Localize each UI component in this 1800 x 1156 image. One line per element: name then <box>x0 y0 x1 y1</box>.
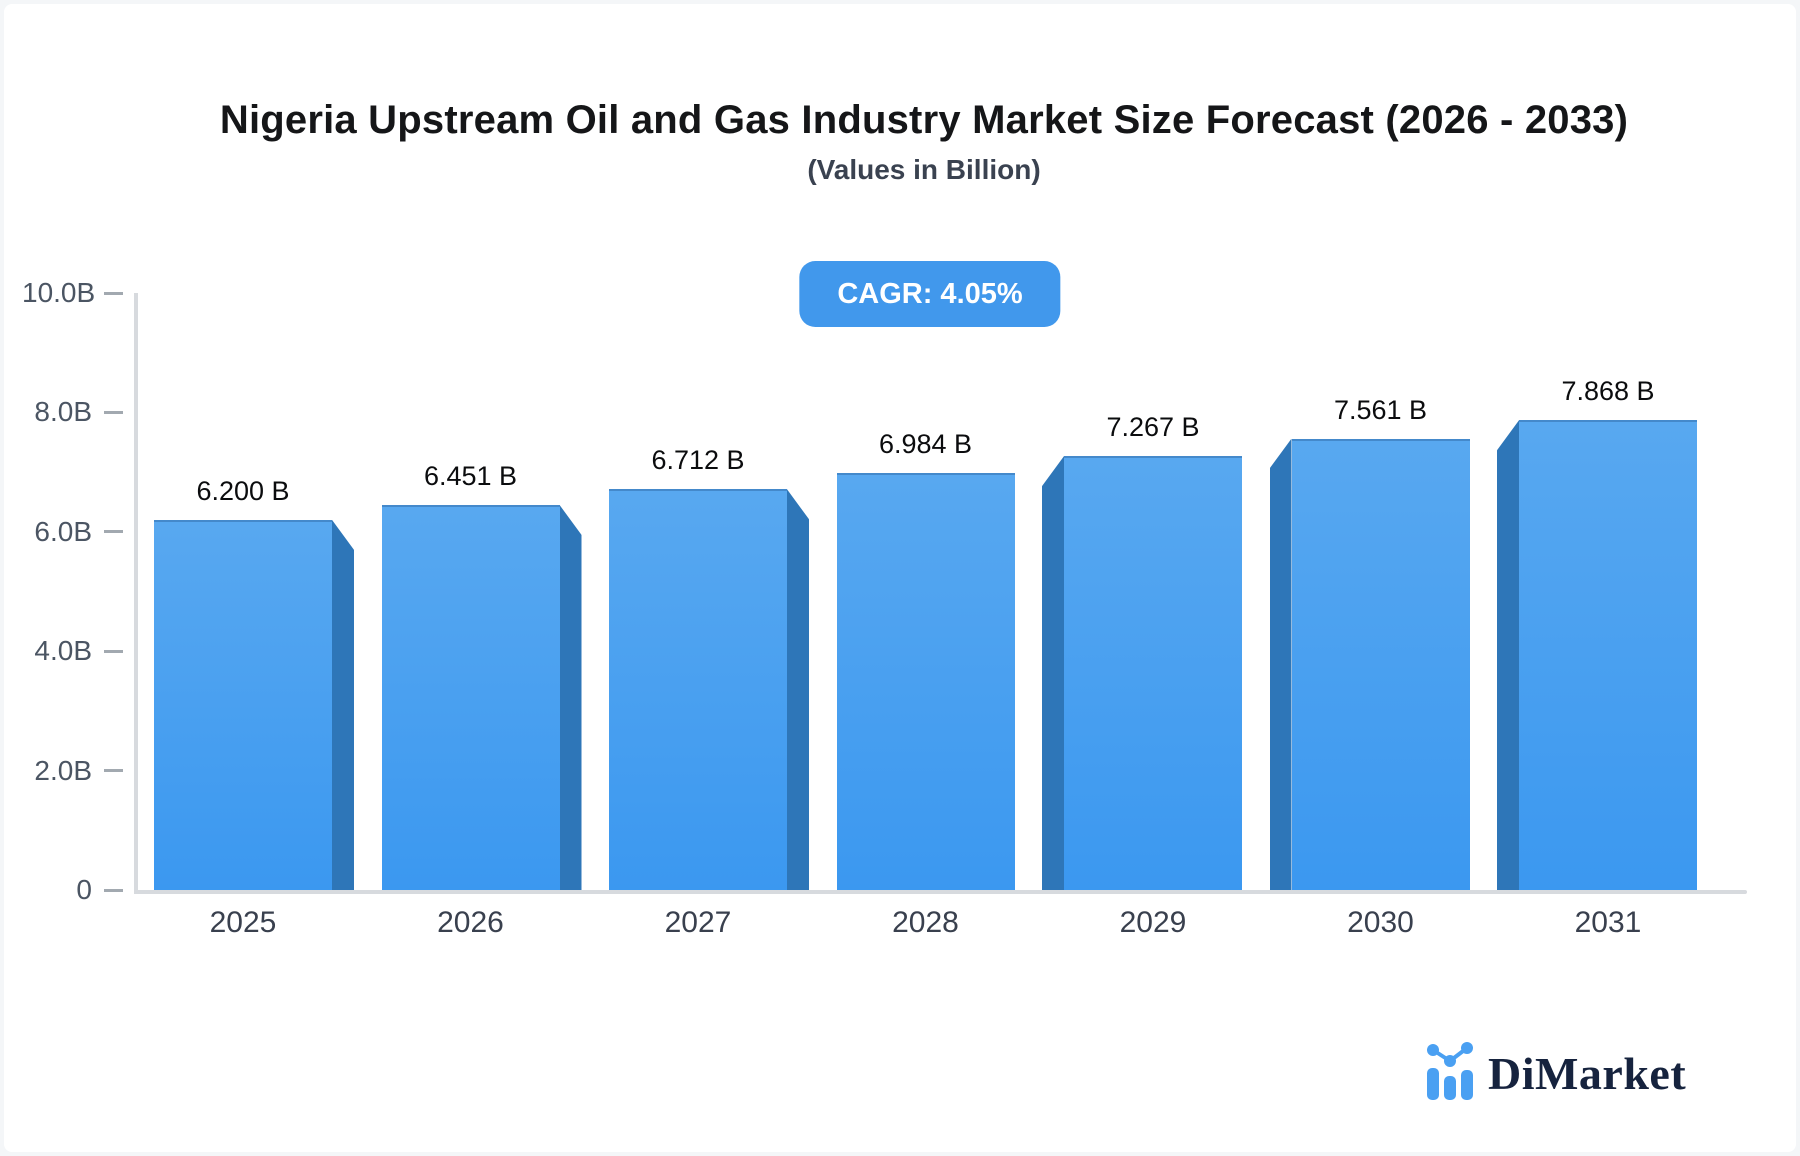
y-axis-tick-label: 0 <box>76 874 92 905</box>
x-axis-line <box>134 890 1747 894</box>
bar-value-label: 7.561 B <box>1333 394 1428 425</box>
y-axis-tick <box>104 530 123 534</box>
x-axis-category-label: 2031 <box>1574 906 1642 939</box>
brand-logo: DiMarket <box>1424 1042 1686 1105</box>
bar-3d-side <box>559 504 582 890</box>
bar-chart: 0 2.0B 4.0B 6.0B 8.0B 10.0B 6.200 B 2025 6.451 B… <box>4 4 1796 1152</box>
y-axis-tick-label: 4.0B <box>34 635 92 667</box>
y-axis-tick <box>104 291 123 295</box>
x-axis-category-label: 2029 <box>1119 906 1187 939</box>
brand-logo-text: DiMarket <box>1488 1048 1687 1099</box>
bar-2030 <box>1291 438 1470 890</box>
mini-bar-chart-icon <box>1424 1042 1476 1105</box>
y-axis-tick <box>104 649 123 653</box>
bar-3d-side <box>332 519 354 890</box>
bar-2026 <box>381 504 560 890</box>
y-axis-tick <box>104 410 123 414</box>
chart-subtitle: (Values in Billion) <box>807 154 1041 185</box>
x-axis-category-label: 2030 <box>1347 906 1414 939</box>
bar-2027 <box>609 489 787 890</box>
x-axis-category-label: 2028 <box>892 906 959 939</box>
chart-title: Nigeria Upstream Oil and Gas Industry Ma… <box>219 98 1629 142</box>
bar-value-label: 6.712 B <box>651 445 745 476</box>
y-axis-tick <box>104 769 123 773</box>
y-axis-tick <box>104 888 123 892</box>
y-axis-tick-label: 10.0B <box>22 277 96 308</box>
bar-value-label: 6.984 B <box>878 429 973 460</box>
bar-value-label: 7.868 B <box>1561 376 1655 407</box>
y-axis-tick-label: 2.0B <box>34 754 92 786</box>
bar-3d-side <box>1042 456 1064 890</box>
bar-3d-side <box>787 489 809 890</box>
y-axis-line <box>134 293 138 894</box>
bar-2031 <box>1519 420 1697 890</box>
y-axis-tick-label: 8.0B <box>34 396 92 428</box>
bar-2025 <box>154 519 332 890</box>
x-axis-category-label: 2027 <box>664 906 732 939</box>
bar-value-label: 6.451 B <box>423 460 518 491</box>
bar-2029 <box>1064 456 1242 890</box>
bar-3d-side <box>1497 420 1519 890</box>
cagr-badge: CAGR: 4.05% <box>799 261 1061 327</box>
bar-2028 <box>836 473 1015 890</box>
bar-3d-side <box>1269 438 1292 890</box>
x-axis-category-label: 2025 <box>209 906 277 939</box>
bar-value-label: 7.267 B <box>1106 412 1200 443</box>
chart-card: Nigeria Upstream Oil and Gas Industry Ma… <box>4 4 1796 1152</box>
bar-value-label: 6.200 B <box>196 475 290 506</box>
x-axis-category-label: 2026 <box>437 906 504 939</box>
y-axis-tick-label: 6.0B <box>34 515 92 547</box>
